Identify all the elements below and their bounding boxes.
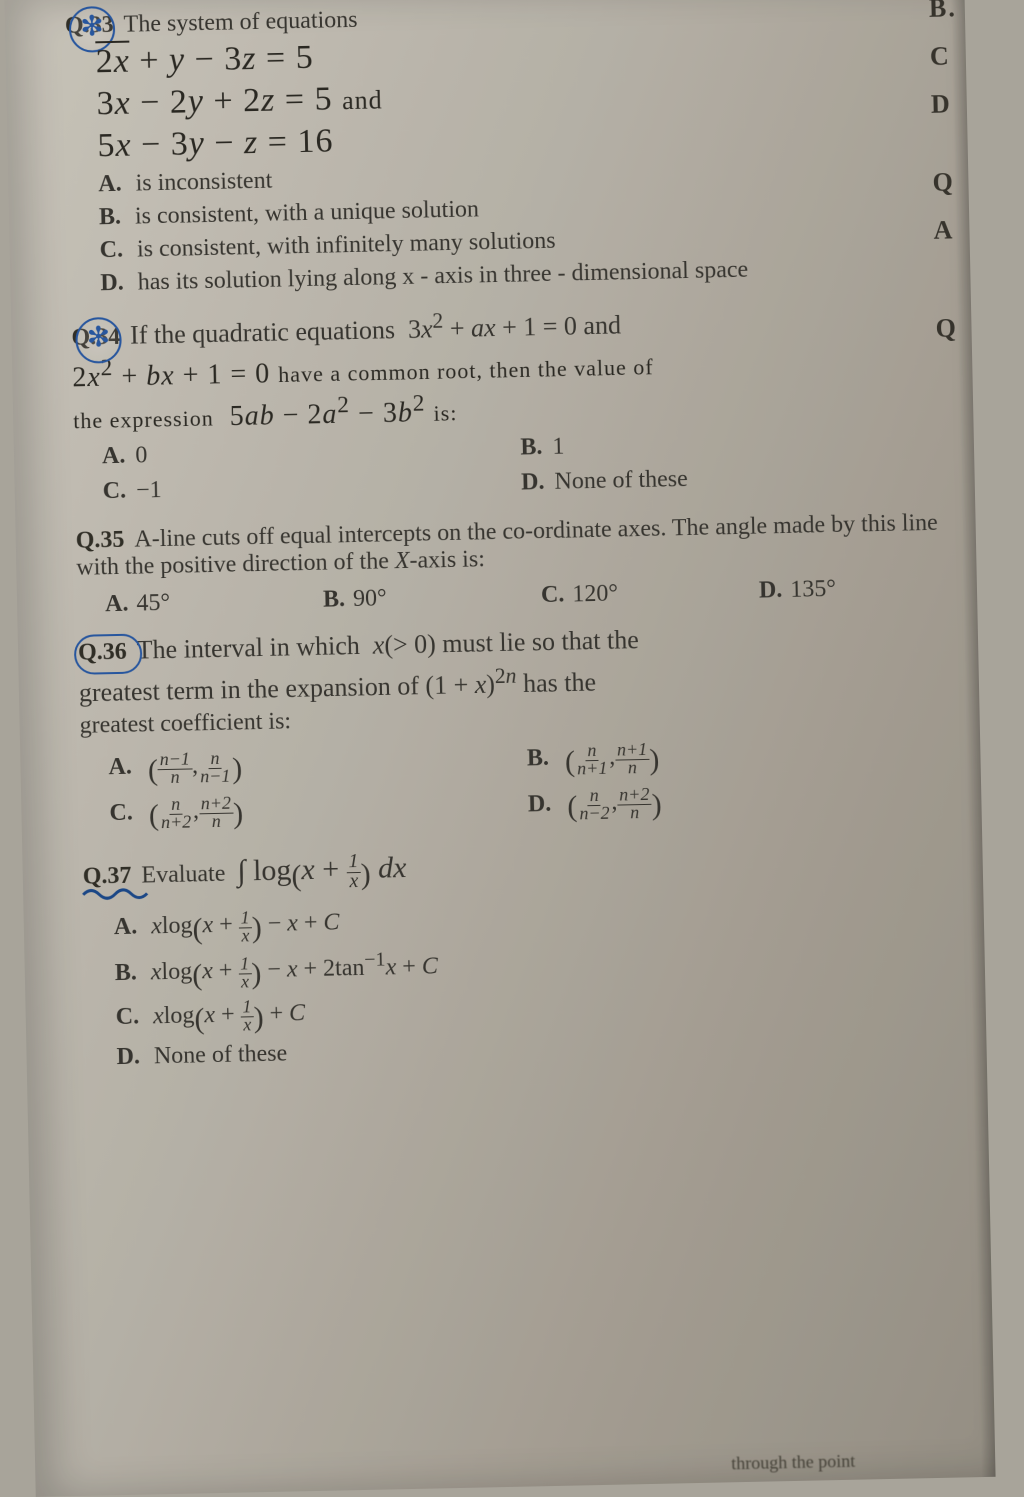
options-row: A.45° B.90° C.120° D.135° xyxy=(105,573,977,618)
option-a: A. (n−1n,nn−1) xyxy=(108,742,527,788)
textbook-page: B. C D Q A Q ✻ Q.33 The system of equati… xyxy=(4,0,995,1497)
evaluate-text: Evaluate xyxy=(141,861,225,889)
option-d: D.135° xyxy=(759,573,978,605)
pen-squiggle-icon xyxy=(81,885,151,900)
question-label: Q.36 xyxy=(78,639,127,666)
option-d: D. (nn−2,n+2n) xyxy=(528,779,947,825)
question-35: Q.35 A-line cuts off equal intercepts on… xyxy=(76,509,978,619)
question-36: Q.36 The interval in which x(> 0) must l… xyxy=(78,618,982,838)
question-text: A-line cuts off equal intercepts on the … xyxy=(76,510,938,581)
option-c: C.120° xyxy=(541,578,760,610)
option-b: B. (nn+1,n+1n) xyxy=(527,734,946,780)
options-grid: A.0 B.1 C.−1 D.None of these xyxy=(102,421,975,509)
question-34: ✻ Q.34 If the quadratic equations 3x2 + … xyxy=(71,297,975,510)
option-b: B.90° xyxy=(323,582,542,614)
options-grid: A. (n−1n,nn−1) B. (nn+1,n+1n) C. (nn+2,n… xyxy=(108,729,982,838)
question-37: Q.37 Evaluate ∫ log(x + 1x) dx A.xlog(x … xyxy=(82,838,986,1072)
question-text: The system of equations xyxy=(123,7,357,38)
option-d: D.None of these xyxy=(521,461,940,497)
option-a: A.45° xyxy=(105,587,324,619)
option-c: C.−1 xyxy=(102,470,521,506)
integral-expression: ∫ log(x + 1x) dx xyxy=(237,851,407,888)
question-line: If the quadratic equations 3x2 + ax + 1 … xyxy=(130,310,621,349)
option-c: C. (nn+2,n+2n) xyxy=(109,788,528,834)
question-label: Q.35 xyxy=(76,527,125,554)
option-a: A.0 xyxy=(102,435,521,471)
partial-next-page-text: through the point xyxy=(731,1451,855,1475)
question-line: The interval in which x(> 0) must lie so… xyxy=(136,625,639,665)
question-33: ✻ Q.33 The system of equations 2x + y − … xyxy=(64,0,970,298)
option-b: B.1 xyxy=(520,426,939,462)
